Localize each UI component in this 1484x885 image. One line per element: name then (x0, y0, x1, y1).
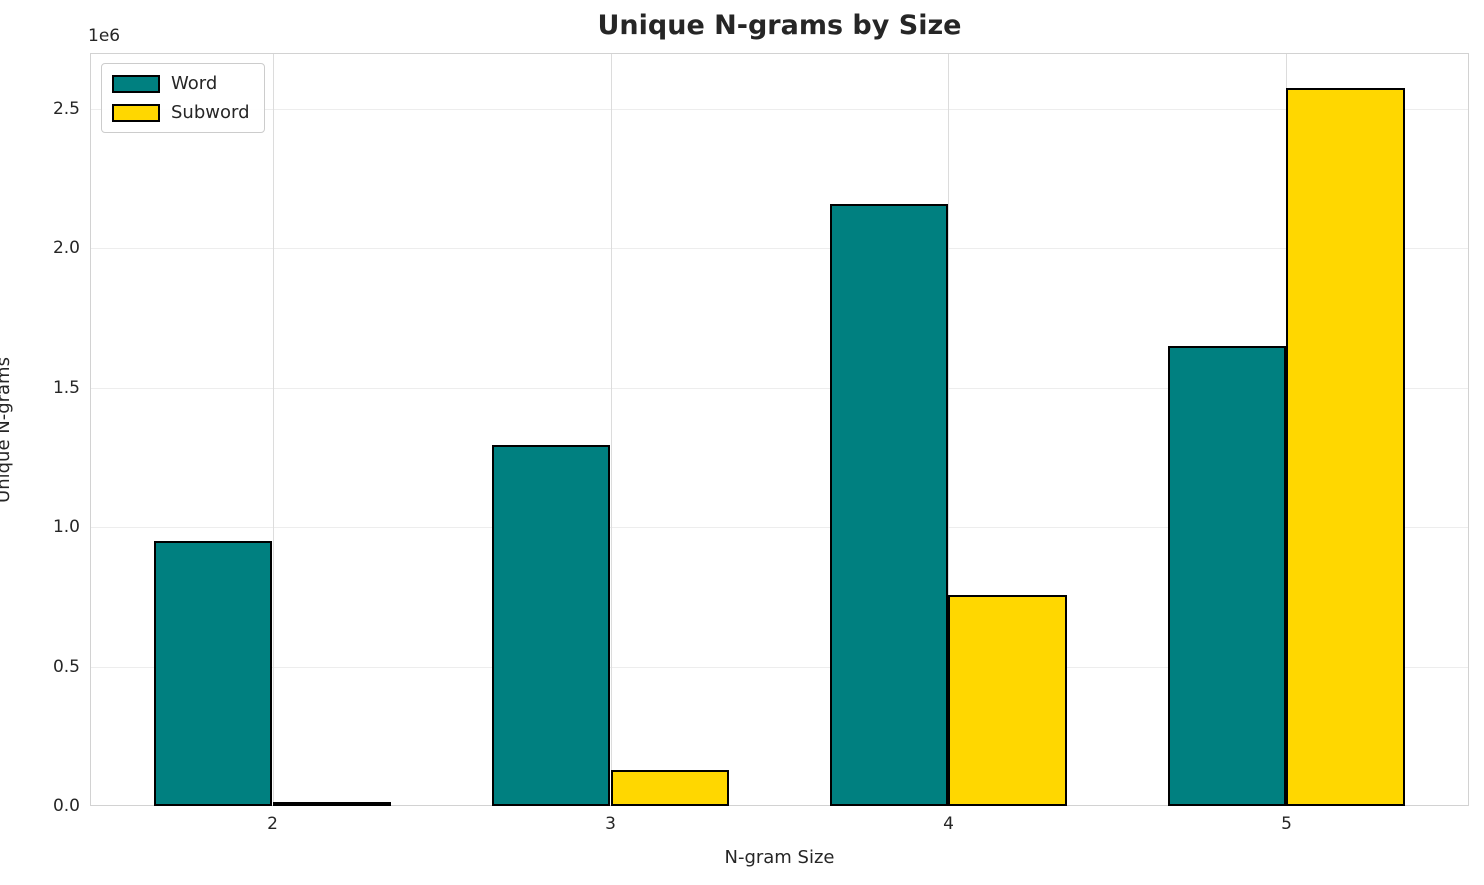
y-tick-label: 1.5 (52, 377, 80, 398)
horizontal-gridline (90, 527, 1469, 529)
vertical-gridline (610, 53, 612, 806)
legend-label-subword: Subword (171, 102, 250, 123)
vertical-gridline (948, 53, 950, 806)
plot-area (90, 53, 1469, 806)
bar-word-2 (154, 541, 273, 806)
chart-title: Unique N-grams by Size (597, 10, 962, 41)
bar-word-5 (1168, 345, 1287, 806)
y-tick-label: 0.5 (52, 656, 80, 677)
y-tick-label: 2.0 (52, 238, 80, 259)
bar-subword-2 (272, 801, 391, 806)
y-tick-label: 1.0 (52, 517, 80, 538)
bar-word-4 (830, 203, 949, 806)
legend-swatch-word (112, 74, 160, 93)
x-axis-label: N-gram Size (724, 847, 835, 868)
y-tick-label: 0.0 (52, 796, 80, 816)
horizontal-gridline (90, 248, 1469, 250)
x-tick-label: 4 (943, 814, 954, 834)
bar-word-3 (492, 444, 611, 806)
horizontal-gridline (90, 666, 1469, 668)
legend-item-word: Word (112, 73, 250, 94)
x-tick-label: 5 (1281, 814, 1292, 834)
bar-subword-5 (1286, 87, 1405, 806)
y-axis-label: Unique N-grams (0, 357, 14, 503)
y-axis-offset-text: 1e6 (88, 26, 121, 46)
legend-item-subword: Subword (112, 102, 250, 123)
bar-subword-3 (610, 769, 729, 806)
bar-subword-4 (948, 595, 1067, 806)
x-tick-label: 3 (605, 814, 616, 834)
legend-label-word: Word (171, 73, 218, 94)
horizontal-gridline (90, 387, 1469, 389)
legend-swatch-subword (112, 103, 160, 122)
vertical-gridline (272, 53, 274, 806)
horizontal-gridline (90, 108, 1469, 110)
legend: Word Subword (101, 63, 265, 133)
x-tick-label: 2 (267, 814, 278, 834)
y-tick-label: 2.5 (52, 98, 80, 119)
